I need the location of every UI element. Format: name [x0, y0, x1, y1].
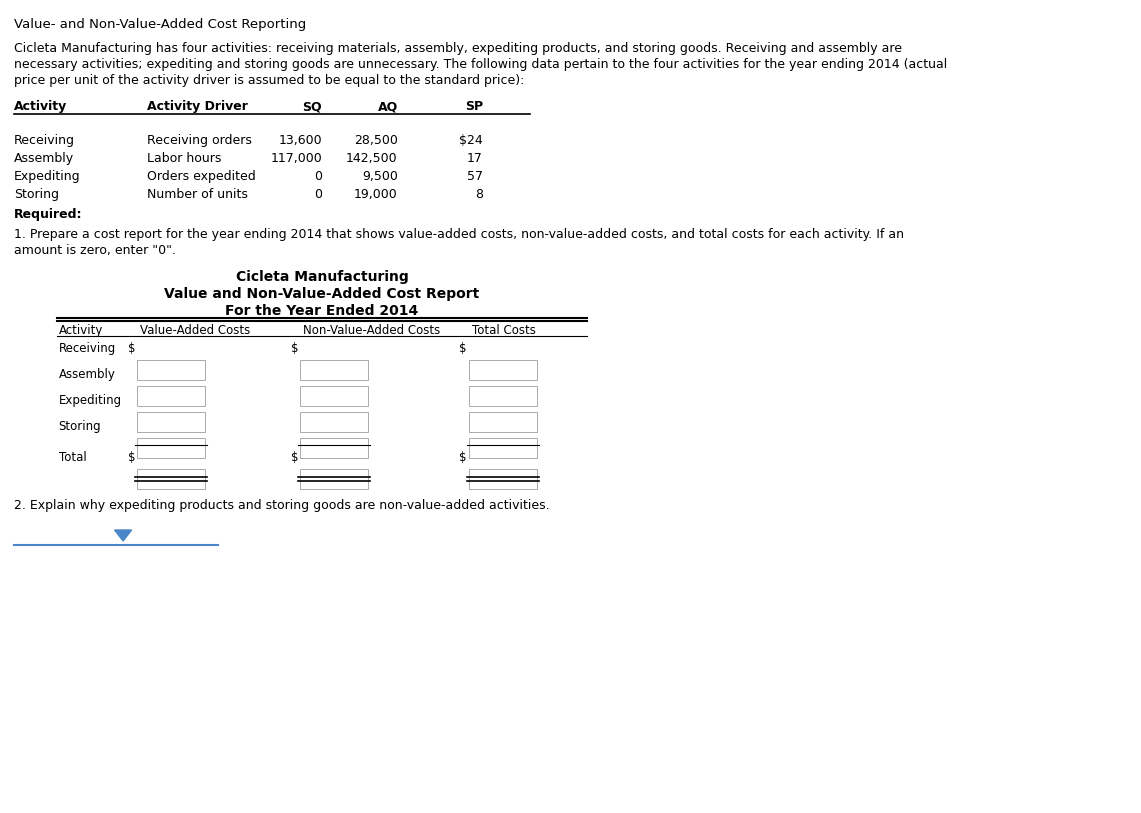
Bar: [300, 360, 369, 380]
Text: necessary activities; expediting and storing goods are unnecessary. The followin: necessary activities; expediting and sto…: [14, 58, 947, 71]
Bar: [137, 386, 205, 406]
Text: Non-Value-Added Costs: Non-Value-Added Costs: [304, 324, 440, 337]
Text: Cicleta Manufacturing has four activities: receiving materials, assembly, expedi: Cicleta Manufacturing has four activitie…: [14, 42, 903, 55]
Text: $: $: [460, 451, 467, 464]
Text: Assembly: Assembly: [14, 152, 74, 165]
Text: 142,500: 142,500: [346, 152, 398, 165]
Bar: [469, 438, 537, 458]
Bar: [300, 469, 369, 489]
Text: Activity Driver: Activity Driver: [147, 100, 248, 113]
Text: Receiving orders: Receiving orders: [147, 134, 252, 147]
Bar: [469, 386, 537, 406]
Bar: [137, 360, 205, 380]
Text: 19,000: 19,000: [354, 188, 398, 201]
Text: 9,500: 9,500: [362, 170, 398, 183]
Text: Storing: Storing: [14, 188, 59, 201]
Polygon shape: [114, 530, 131, 541]
Bar: [137, 412, 205, 432]
Text: 13,600: 13,600: [278, 134, 322, 147]
Text: AQ: AQ: [378, 100, 398, 113]
Text: Assembly: Assembly: [58, 368, 115, 381]
Text: 0: 0: [314, 170, 322, 183]
Text: 57: 57: [467, 170, 483, 183]
Text: Cicleta Manufacturing: Cicleta Manufacturing: [235, 270, 408, 284]
Text: $: $: [291, 342, 298, 355]
Bar: [137, 438, 205, 458]
Text: price per unit of the activity driver is assumed to be equal to the standard pri: price per unit of the activity driver is…: [14, 74, 525, 87]
Text: Expediting: Expediting: [58, 394, 122, 407]
Text: Orders expedited: Orders expedited: [147, 170, 256, 183]
Text: Labor hours: Labor hours: [147, 152, 221, 165]
Bar: [469, 360, 537, 380]
Text: amount is zero, enter "0".: amount is zero, enter "0".: [14, 244, 176, 257]
Text: $24: $24: [459, 134, 483, 147]
Text: For the Year Ended 2014: For the Year Ended 2014: [225, 304, 419, 318]
Text: 17: 17: [467, 152, 483, 165]
Bar: [300, 412, 369, 432]
Text: SQ: SQ: [302, 100, 322, 113]
Text: $: $: [460, 342, 467, 355]
Text: SP: SP: [464, 100, 483, 113]
Text: Value-Added Costs: Value-Added Costs: [140, 324, 250, 337]
Text: Total: Total: [58, 451, 87, 464]
Text: Required:: Required:: [14, 208, 82, 221]
Text: 117,000: 117,000: [270, 152, 322, 165]
Text: Activity: Activity: [58, 324, 103, 337]
Bar: [469, 469, 537, 489]
Text: Expediting: Expediting: [14, 170, 81, 183]
Text: Total Costs: Total Costs: [471, 324, 535, 337]
Text: 1. Prepare a cost report for the year ending 2014 that shows value-added costs, : 1. Prepare a cost report for the year en…: [14, 228, 904, 241]
Text: $: $: [128, 342, 136, 355]
Bar: [300, 438, 369, 458]
Text: Number of units: Number of units: [147, 188, 248, 201]
Text: Receiving: Receiving: [14, 134, 75, 147]
Bar: [469, 412, 537, 432]
Text: Storing: Storing: [58, 420, 102, 433]
Text: 2. Explain why expediting products and storing goods are non-value-added activit: 2. Explain why expediting products and s…: [14, 499, 550, 512]
Text: 28,500: 28,500: [354, 134, 398, 147]
Bar: [300, 386, 369, 406]
Text: Value and Non-Value-Added Cost Report: Value and Non-Value-Added Cost Report: [164, 287, 479, 301]
Text: Value- and Non-Value-Added Cost Reporting: Value- and Non-Value-Added Cost Reportin…: [14, 18, 307, 31]
Text: Activity: Activity: [14, 100, 67, 113]
Text: $: $: [291, 451, 298, 464]
Bar: [137, 469, 205, 489]
Text: 8: 8: [475, 188, 483, 201]
Text: Receiving: Receiving: [58, 342, 116, 355]
Text: $: $: [128, 451, 136, 464]
Text: 0: 0: [314, 188, 322, 201]
